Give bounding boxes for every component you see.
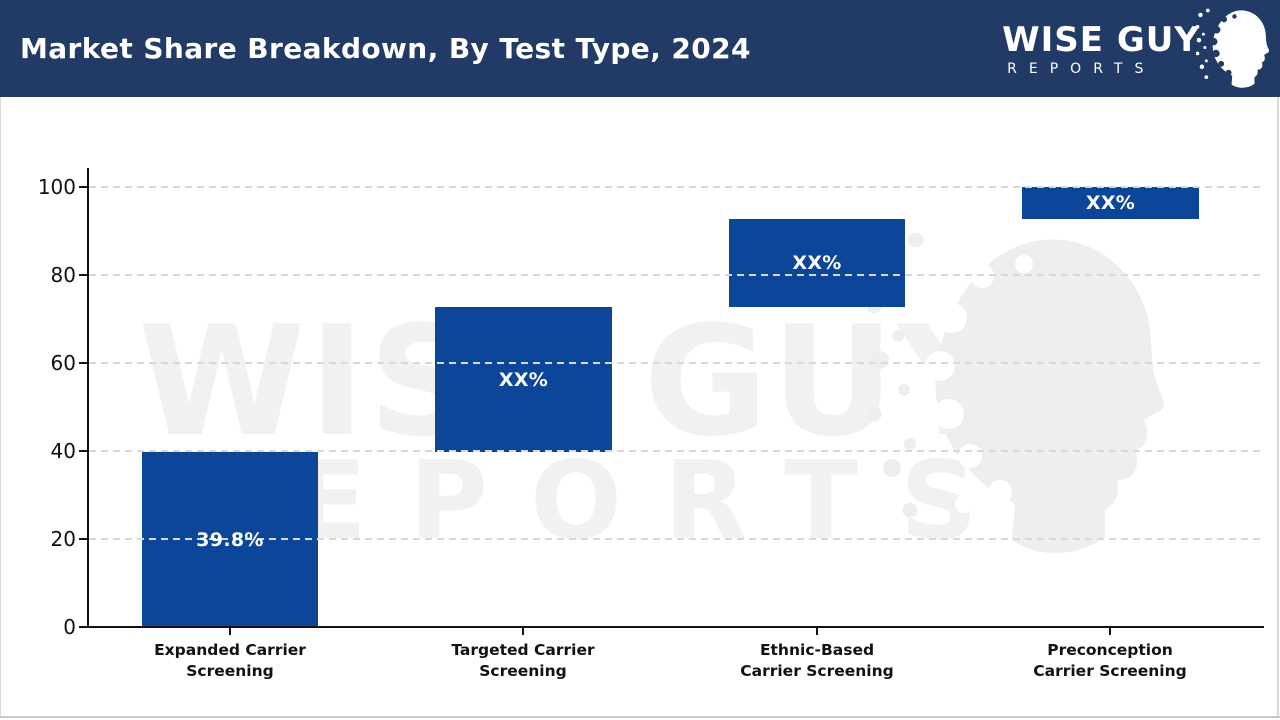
- logo: WISE GUY REPORTS: [1002, 4, 1270, 94]
- y-tick-mark: [79, 450, 87, 452]
- y-tick-mark: [79, 186, 87, 188]
- y-tick-label: 20: [50, 527, 76, 551]
- x-tick-mark: [229, 628, 231, 635]
- header: Market Share Breakdown, By Test Type, 20…: [0, 0, 1280, 97]
- x-tick-label: Ethnic-Based Carrier Screening: [740, 641, 894, 680]
- y-tick-label: 100: [37, 175, 76, 199]
- y-tick-label: 0: [63, 615, 76, 639]
- y-tick-mark: [79, 362, 87, 364]
- y-axis-line: [87, 168, 89, 628]
- logo-head-icon: [1196, 8, 1270, 88]
- x-axis-line: [87, 626, 1264, 628]
- y-tick-label: 60: [50, 351, 76, 375]
- y-tick-mark: [79, 626, 87, 628]
- chart-area: WISE GUY REPORTS 39.8: [0, 97, 1280, 720]
- bar-value-label: XX%: [792, 252, 842, 274]
- bottom-border: [0, 716, 1280, 718]
- y-tick-label: 40: [50, 439, 76, 463]
- logo-subtitle: REPORTS: [1007, 60, 1156, 77]
- gridline-80: [89, 274, 1264, 276]
- bar-ethnic-based-carrier-screening: [729, 219, 905, 307]
- y-tick-mark: [79, 538, 87, 540]
- bar-value-label: 39.8%: [196, 528, 264, 551]
- x-tick-mark: [816, 628, 818, 635]
- y-tick-mark: [79, 274, 87, 276]
- gridline-20: [89, 538, 1264, 540]
- bar-targeted-carrier-screening: [435, 307, 612, 452]
- x-tick-label: Expanded Carrier Screening: [154, 641, 306, 680]
- right-border: [1277, 97, 1279, 717]
- gridline-60: [89, 362, 1264, 364]
- watermark-head-icon: [868, 232, 1164, 554]
- y-tick-label: 80: [50, 263, 76, 287]
- bar-value-label: XX%: [1085, 192, 1136, 214]
- logo-text: WISE GUY REPORTS: [1002, 22, 1200, 77]
- page-title: Market Share Breakdown, By Test Type, 20…: [20, 32, 751, 65]
- x-tick-mark: [522, 628, 524, 635]
- bar-preconception-carrier-screening: [1022, 187, 1199, 219]
- x-tick-label: Preconception Carrier Screening: [1033, 641, 1187, 680]
- gridline-100: [89, 186, 1264, 188]
- bar-value-label: XX%: [498, 368, 549, 391]
- gridline-40: [89, 450, 1264, 452]
- logo-wordmark: WISE GUY: [1002, 19, 1200, 60]
- x-tick-label: Targeted Carrier Screening: [451, 641, 595, 680]
- left-border: [0, 97, 1, 717]
- x-tick-mark: [1109, 628, 1111, 635]
